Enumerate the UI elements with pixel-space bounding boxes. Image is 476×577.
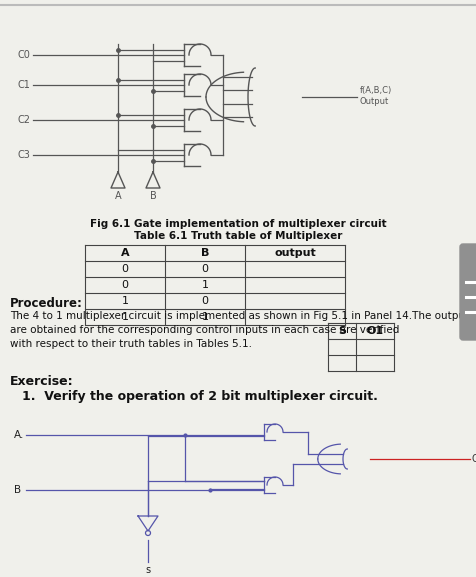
Text: output: output <box>274 248 315 258</box>
Text: C1: C1 <box>18 80 31 90</box>
Text: A.: A. <box>14 430 24 440</box>
Text: B: B <box>149 191 156 201</box>
Text: Table 6.1 Truth table of Multiplexer: Table 6.1 Truth table of Multiplexer <box>134 231 341 241</box>
Text: 1: 1 <box>201 312 208 322</box>
Text: A: A <box>114 191 121 201</box>
FancyBboxPatch shape <box>459 244 476 340</box>
Text: Exercise:: Exercise: <box>10 375 73 388</box>
Text: 0: 0 <box>121 280 128 290</box>
Text: C0: C0 <box>18 50 31 60</box>
Text: 1: 1 <box>201 280 208 290</box>
Text: Fig 6.1 Gate implementation of multiplexer circuit: Fig 6.1 Gate implementation of multiplex… <box>89 219 386 229</box>
Text: B: B <box>200 248 209 258</box>
Text: 0: 0 <box>201 296 208 306</box>
Text: s: s <box>145 565 150 575</box>
Text: O1: O1 <box>366 326 383 336</box>
Text: B: B <box>14 485 21 495</box>
Text: with respect to their truth tables in Tables 5.1.: with respect to their truth tables in Ta… <box>10 339 251 349</box>
Text: Output: Output <box>471 454 476 464</box>
Text: 1: 1 <box>121 296 128 306</box>
Text: f(A,B,C)
Output: f(A,B,C) Output <box>359 87 391 106</box>
Text: The 4 to 1 multiplexer circuit is implemented as shown in Fig 5.1 in Panel 14.Th: The 4 to 1 multiplexer circuit is implem… <box>10 311 474 321</box>
Text: 1: 1 <box>121 312 128 322</box>
Text: are obtained for the corresponding control inputs in each case are verified: are obtained for the corresponding contr… <box>10 325 398 335</box>
Text: C2: C2 <box>18 115 31 125</box>
Text: 0: 0 <box>121 264 128 274</box>
Text: C3: C3 <box>18 150 31 160</box>
Text: A: A <box>120 248 129 258</box>
Text: Procedure:: Procedure: <box>10 297 83 310</box>
Text: 0: 0 <box>201 264 208 274</box>
Text: 1.  Verify the operation of 2 bit multiplexer circuit.: 1. Verify the operation of 2 bit multipl… <box>22 390 377 403</box>
Text: S: S <box>337 326 345 336</box>
